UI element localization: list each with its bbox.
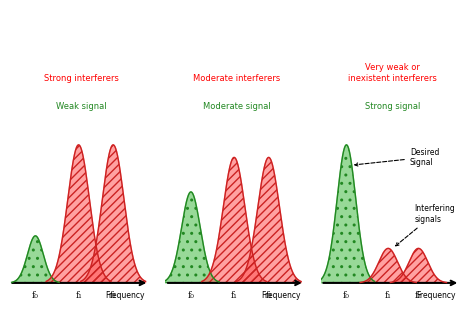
Text: Interfering
signals: Interfering signals: [396, 204, 455, 246]
Text: f₁: f₁: [385, 291, 392, 300]
Text: Frequency: Frequency: [416, 291, 456, 300]
Text: f₁: f₁: [231, 291, 237, 300]
Polygon shape: [319, 145, 374, 283]
Text: Strong signal: Strong signal: [365, 102, 420, 111]
Polygon shape: [46, 145, 111, 283]
Text: f₀: f₀: [188, 291, 194, 300]
Polygon shape: [391, 248, 447, 283]
Text: f₀: f₀: [32, 291, 39, 300]
Text: Weak signal: Weak signal: [56, 102, 107, 111]
Text: Frequency: Frequency: [261, 291, 301, 300]
Text: Desired
Signal: Desired Signal: [355, 148, 439, 167]
Polygon shape: [202, 157, 266, 283]
Polygon shape: [12, 236, 59, 283]
Text: f₁: f₁: [75, 291, 82, 300]
Text: f₂: f₂: [265, 291, 272, 300]
Text: Strong interferers: Strong interferers: [44, 74, 119, 83]
Text: Moderate interferers: Moderate interferers: [193, 74, 281, 83]
Polygon shape: [81, 145, 146, 283]
Polygon shape: [163, 192, 219, 283]
Text: f₀: f₀: [343, 291, 350, 300]
Text: Frequency: Frequency: [105, 291, 145, 300]
Polygon shape: [236, 157, 301, 283]
Text: f₂: f₂: [109, 291, 117, 300]
Text: Very weak or
inexistent interferers: Very weak or inexistent interferers: [348, 63, 437, 83]
Text: Moderate signal: Moderate signal: [203, 102, 271, 111]
Text: f₂: f₂: [415, 291, 422, 300]
Polygon shape: [360, 248, 416, 283]
